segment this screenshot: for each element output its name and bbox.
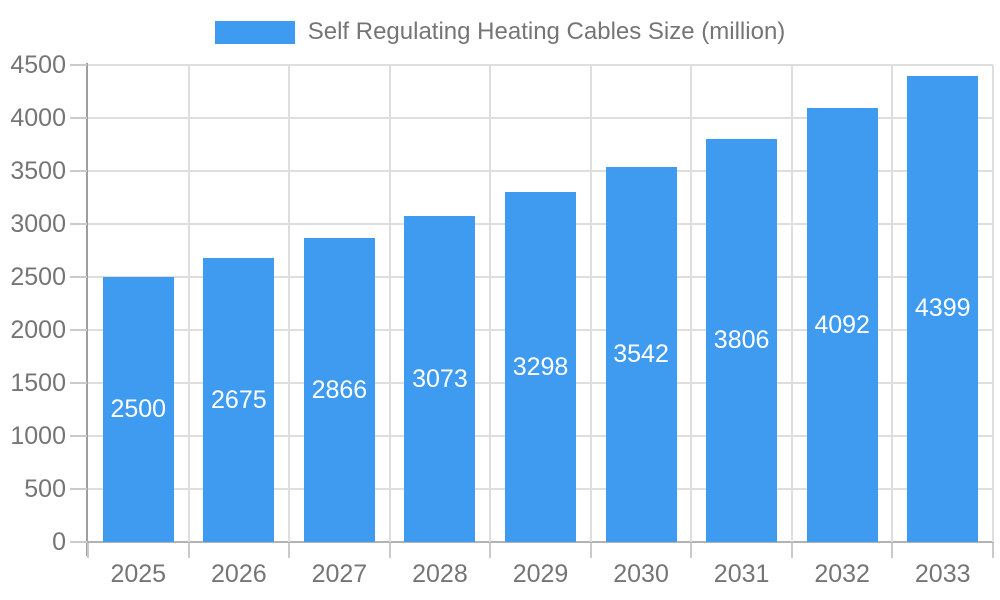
x-axis-tick	[187, 543, 190, 558]
y-axis-tick-label: 0	[52, 528, 66, 556]
gridline-vertical	[992, 65, 994, 542]
bar-value-label: 2675	[211, 385, 267, 414]
x-axis-tick-label: 2030	[613, 560, 669, 588]
x-axis-tick-label: 2026	[211, 560, 267, 588]
x-axis-tick	[690, 543, 693, 558]
gridline-horizontal	[88, 117, 993, 119]
y-axis-tick	[70, 435, 87, 437]
y-axis-tick	[70, 64, 87, 66]
plot-area: 2500 2675 2866 3073 3298 3542 3806 4092 4399	[88, 64, 994, 542]
bar-value-label: 2500	[110, 395, 167, 423]
y-axis-tick-label: 1000	[10, 422, 66, 450]
x-axis-tick-label: 2031	[713, 560, 770, 588]
y-axis-tick-label: 4500	[10, 51, 66, 79]
x-axis-tick-label: 2032	[814, 560, 870, 588]
y-axis-tick-label: 2500	[10, 263, 66, 291]
x-axis-tick	[388, 543, 391, 558]
gridline-vertical	[187, 65, 190, 542]
x-axis-tick	[992, 543, 994, 558]
gridline-vertical	[690, 65, 693, 542]
bar[interactable]: 2866	[303, 238, 375, 542]
y-axis-tick	[70, 223, 87, 225]
gridline-vertical	[388, 65, 391, 542]
x-axis-tick-label: 2033	[914, 560, 971, 588]
bar[interactable]: 2675	[203, 258, 275, 542]
y-axis-tick-label: 2000	[10, 316, 66, 344]
legend-swatch-icon	[214, 20, 295, 44]
bar-value-label: 3298	[512, 352, 569, 381]
gridline-vertical	[288, 65, 291, 542]
gridline-vertical	[790, 65, 793, 542]
y-axis-tick	[70, 276, 87, 278]
y-axis-line	[86, 63, 88, 556]
y-axis-tick-label: 500	[24, 475, 66, 503]
bar[interactable]: 2500	[102, 277, 174, 542]
bar[interactable]: 4399	[907, 75, 979, 542]
bar-value-label: 4092	[814, 310, 870, 339]
bar[interactable]: 3073	[404, 216, 476, 542]
y-axis-tick-label: 3500	[10, 157, 66, 185]
y-axis-tick	[70, 382, 87, 384]
x-axis-tick	[891, 543, 894, 558]
bar[interactable]: 3542	[605, 166, 677, 542]
y-axis-tick-label: 3000	[10, 210, 66, 238]
legend-label: Self Regulating Heating Cables Size (mil…	[307, 18, 786, 45]
y-axis-tick	[70, 117, 87, 119]
x-axis-tick	[589, 543, 592, 558]
y-axis-tick	[70, 541, 87, 543]
bar[interactable]: 3806	[706, 138, 778, 542]
gridline-horizontal	[88, 64, 993, 66]
bar-value-label: 2866	[311, 375, 368, 404]
y-axis-tick-label: 1500	[10, 369, 66, 397]
legend: Self Regulating Heating Cables Size (mil…	[0, 16, 1000, 48]
x-axis-tick	[790, 543, 793, 558]
y-axis-tick	[70, 170, 87, 172]
y-axis-tick	[70, 488, 87, 490]
x-axis-tick-label: 2025	[110, 560, 167, 588]
gridline-horizontal	[88, 170, 993, 172]
gridline-vertical	[589, 65, 592, 542]
x-axis-tick-label: 2029	[512, 560, 569, 588]
bar-value-label: 3542	[613, 339, 669, 368]
gridline-vertical	[489, 65, 492, 542]
x-axis-tick	[87, 543, 89, 558]
bar[interactable]: 3298	[505, 192, 576, 542]
x-axis-tick	[489, 543, 492, 558]
x-axis-tick	[288, 543, 291, 558]
legend-item[interactable]: Self Regulating Heating Cables Size (mil…	[214, 18, 786, 46]
bar-value-label: 3073	[412, 364, 468, 393]
bar-value-label: 4399	[914, 294, 971, 323]
gridline-vertical	[891, 65, 894, 542]
x-axis-tick-label: 2028	[412, 560, 468, 588]
x-axis-line	[87, 541, 994, 543]
bar-value-label: 3806	[713, 325, 770, 354]
y-axis-tick	[70, 329, 87, 331]
x-axis-tick-label: 2027	[311, 560, 368, 588]
y-axis-tick-label: 4000	[10, 104, 66, 132]
bar[interactable]: 4092	[806, 108, 878, 542]
